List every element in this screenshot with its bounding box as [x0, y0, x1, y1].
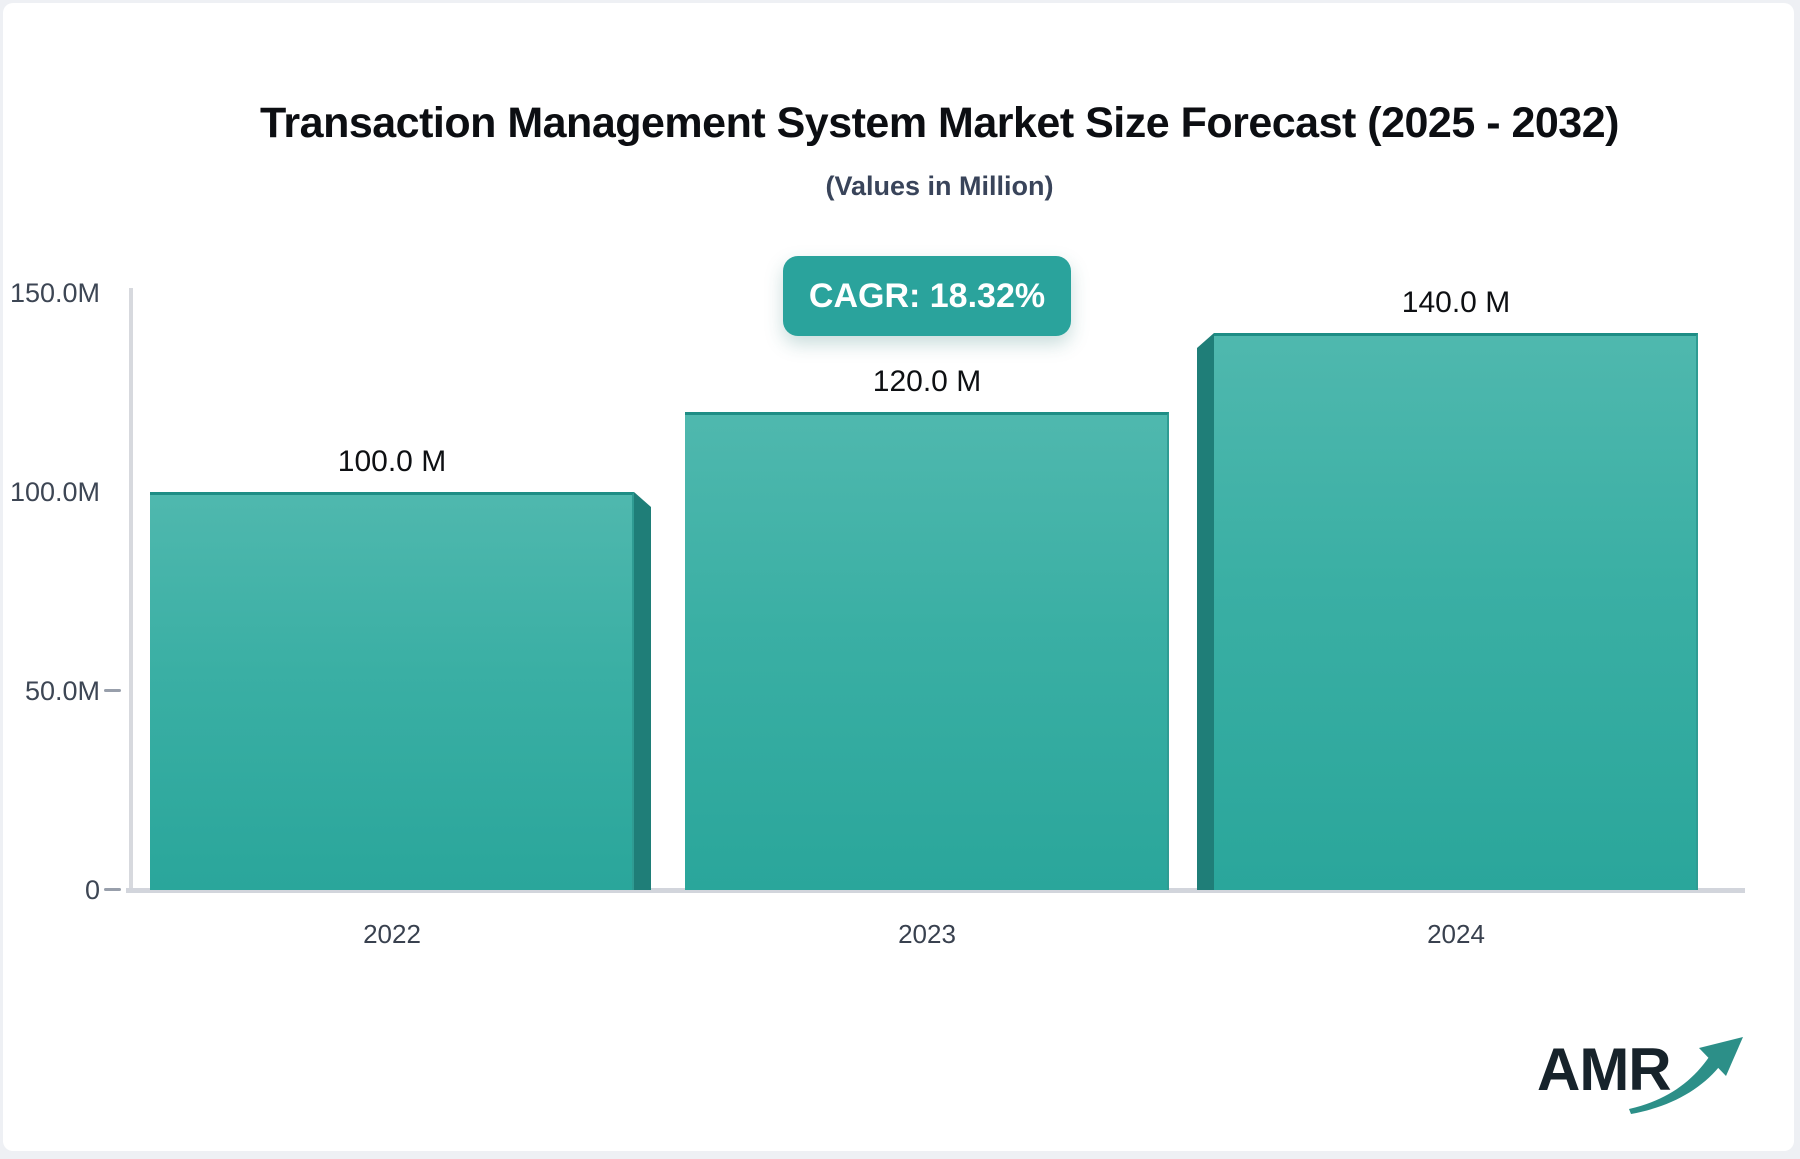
- bar-side-panel: [1197, 333, 1214, 890]
- bar-value-label: 120.0 M: [872, 365, 982, 398]
- y-axis-tick-label: 50.0M: [24, 676, 100, 706]
- x-axis-category-label: 2024: [1427, 919, 1485, 949]
- cagr-badge: CAGR: 18.32%: [783, 256, 1071, 336]
- bar-2024[interactable]: [1214, 333, 1698, 890]
- bar-value-label: 100.0 M: [337, 445, 447, 478]
- chart-card: Transaction Management System Market Siz…: [3, 3, 1794, 1151]
- chart-title: Transaction Management System Market Siz…: [260, 99, 1619, 147]
- bar-value-label: 140.0 M: [1401, 286, 1511, 319]
- y-axis-tick-mark: [104, 689, 121, 692]
- amr-logo: AMR: [1531, 1029, 1781, 1129]
- bar-2023[interactable]: [685, 412, 1169, 890]
- y-axis-tick-mark: [104, 888, 121, 891]
- amr-logo-text: AMR: [1537, 1036, 1672, 1103]
- y-axis-line: [129, 288, 133, 893]
- x-axis-line: [126, 888, 1745, 893]
- y-axis-tick-label: 100.0M: [9, 477, 100, 507]
- bar-chart-plot-area: 150.0M 100.0M 50.0M 0 100.0 M 2022 120.0 M 2023…: [3, 3, 1800, 1159]
- x-axis-category-label: 2022: [363, 919, 421, 949]
- x-axis-category-label: 2023: [898, 919, 956, 949]
- bar-side-panel: [634, 492, 651, 890]
- trend-arrow-icon: [1629, 1037, 1743, 1114]
- chart-subtitle: (Values in Million): [825, 171, 1054, 201]
- cagr-badge-label: CAGR: 18.32%: [808, 276, 1046, 315]
- y-axis-tick-label: 0: [84, 875, 100, 905]
- y-axis-tick-label: 150.0M: [9, 278, 100, 308]
- bar-2022[interactable]: [150, 492, 634, 890]
